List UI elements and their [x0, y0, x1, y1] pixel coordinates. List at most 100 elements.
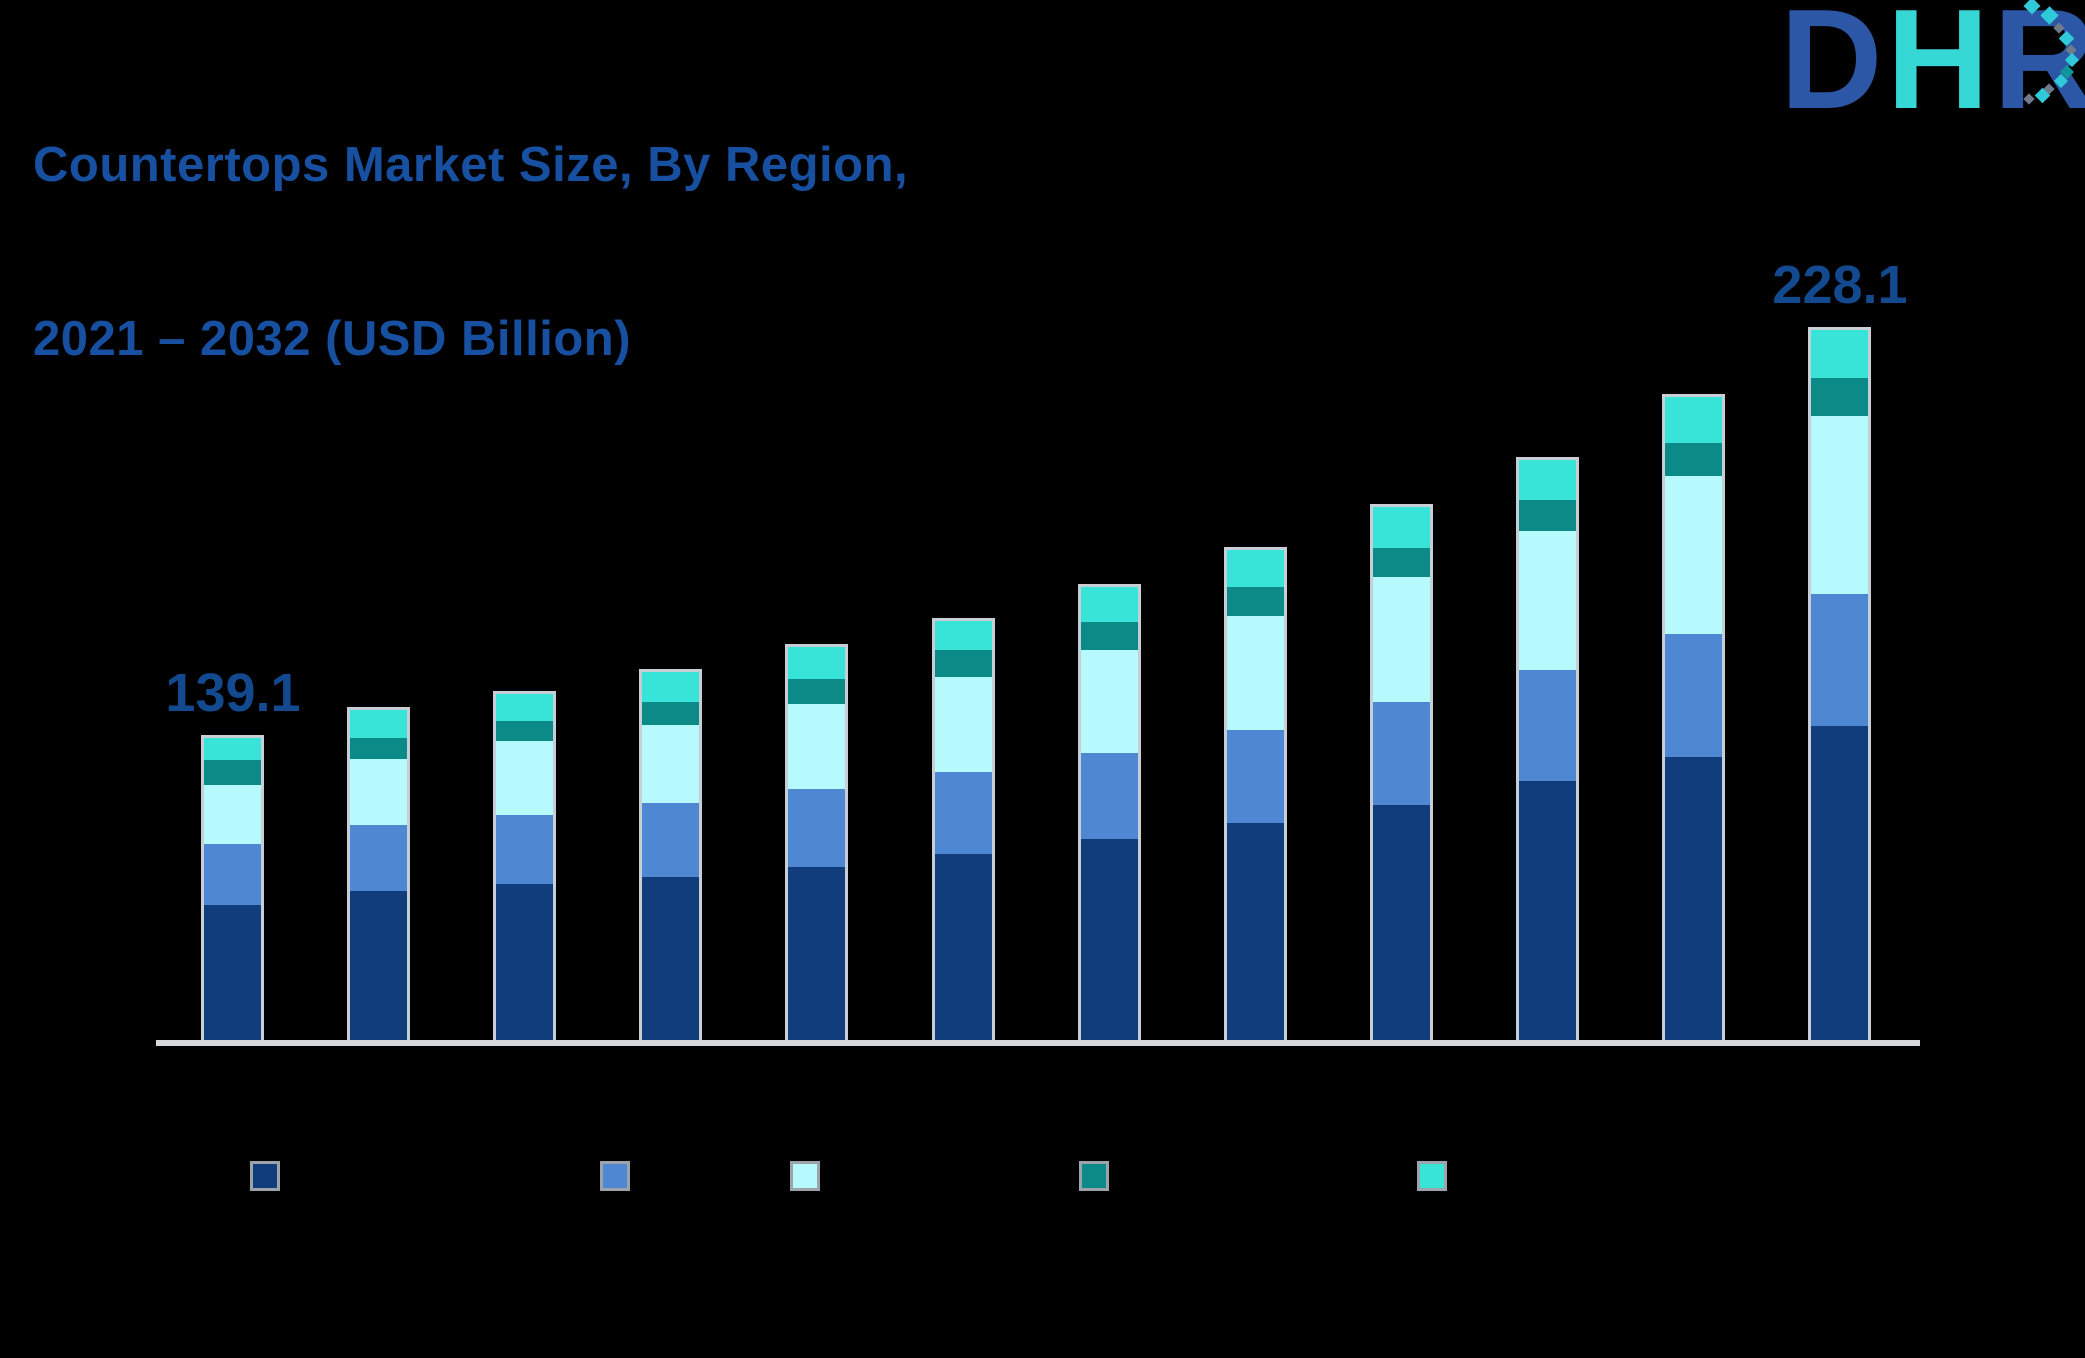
bar-2028: [1224, 547, 1287, 1040]
legend-swatch-europe: [600, 1161, 630, 1191]
bar-segment-2022-europe: [350, 825, 407, 891]
bar-segment-2032-asia-pacific: [1811, 416, 1868, 594]
bar-segment-2025-asia-pacific: [788, 703, 845, 789]
bar-segment-2029-middle-east-africa: [1373, 507, 1430, 548]
bar-segment-2031-europe: [1665, 634, 1722, 757]
bar-segment-2028-europe: [1227, 730, 1284, 824]
bar-segment-2032-north-america: [1811, 726, 1868, 1040]
x-axis-line: [156, 1040, 1920, 1046]
x-tick-label-2026: 2026: [930, 1058, 997, 1091]
bar-segment-2021-latin-america: [204, 759, 261, 785]
bar-segment-2027-north-america: [1081, 838, 1138, 1040]
x-tick-label-2022: 2022: [345, 1058, 412, 1091]
bar-value-label-2032: 228.1: [1772, 255, 1908, 315]
bar-segment-2030-latin-america: [1519, 499, 1576, 532]
bar-segment-2032-europe: [1811, 593, 1868, 727]
bar-2024: [639, 669, 702, 1040]
bar-segment-2029-asia-pacific: [1373, 577, 1430, 702]
legend-swatch-latin-america: [1079, 1161, 1109, 1191]
bar-segment-2021-north-america: [204, 905, 261, 1041]
bar-segment-2026-north-america: [935, 853, 992, 1040]
bar-segment-2024-europe: [642, 803, 699, 877]
bar-segment-2025-middle-east-africa: [788, 647, 845, 679]
bar-segment-2023-asia-pacific: [496, 741, 553, 816]
legend-label-europe: Europe: [644, 1159, 755, 1195]
legend-label-latin-america: Latin America: [1123, 1159, 1334, 1195]
bar-segment-2030-north-america: [1519, 781, 1576, 1040]
bar-segment-2024-latin-america: [642, 702, 699, 726]
bar-segment-2030-europe: [1519, 670, 1576, 782]
bar-segment-2030-middle-east-africa: [1519, 460, 1576, 500]
bar-2032: [1808, 327, 1871, 1040]
bar-segment-2028-north-america: [1227, 823, 1284, 1040]
bar-segment-2023-europe: [496, 815, 553, 885]
bar-2030: [1516, 457, 1579, 1040]
bar-segment-2025-latin-america: [788, 678, 845, 704]
bar-segment-2027-latin-america: [1081, 622, 1138, 651]
bar-2026: [932, 618, 995, 1040]
bar-segment-2029-latin-america: [1373, 547, 1430, 578]
bar-segment-2024-asia-pacific: [642, 725, 699, 804]
logo-letter-h: H: [1886, 0, 1994, 139]
bar-2023: [493, 691, 556, 1040]
bar-segment-2022-middle-east-africa: [350, 710, 407, 739]
x-tick-label-2024: 2024: [637, 1058, 704, 1091]
x-tick-label-2029: 2029: [1368, 1058, 1435, 1091]
x-tick-label-2032: 2032: [1806, 1058, 1873, 1091]
bar-2031: [1662, 394, 1725, 1040]
legend-swatch-north-america: [250, 1161, 280, 1191]
x-tick-label-2023: 2023: [491, 1058, 558, 1091]
x-tick-label-2030: 2030: [1514, 1058, 1581, 1091]
bar-segment-2029-north-america: [1373, 805, 1430, 1040]
bar-segment-2023-middle-east-africa: [496, 694, 553, 721]
x-tick-label-2021: 2021: [199, 1058, 266, 1091]
chart-title-line2: 2021 – 2032 (USD Billion): [33, 312, 632, 366]
bar-segment-2027-europe: [1081, 753, 1138, 839]
bar-segment-2027-asia-pacific: [1081, 650, 1138, 754]
dhr-logo-text: DHR: [1780, 0, 2085, 140]
legend-swatch-middle-east-africa: [1417, 1161, 1447, 1191]
bar-segment-2030-asia-pacific: [1519, 531, 1576, 671]
bar-2027: [1078, 584, 1141, 1040]
bar-segment-2026-asia-pacific: [935, 676, 992, 772]
bar-segment-2032-middle-east-africa: [1811, 330, 1868, 379]
bar-segment-2029-europe: [1373, 701, 1430, 806]
bar-segment-2027-middle-east-africa: [1081, 587, 1138, 622]
bar-segment-2026-europe: [935, 771, 992, 854]
bar-segment-2031-asia-pacific: [1665, 476, 1722, 635]
bar-segment-2028-asia-pacific: [1227, 615, 1284, 731]
bar-segment-2031-latin-america: [1665, 443, 1722, 477]
bar-segment-2028-middle-east-africa: [1227, 550, 1284, 587]
bar-segment-2022-latin-america: [350, 738, 407, 760]
bar-2029: [1370, 504, 1433, 1040]
bar-segment-2028-latin-america: [1227, 586, 1284, 616]
bar-2022: [347, 707, 410, 1040]
legend-swatch-asia-pacific: [790, 1161, 820, 1191]
bar-segment-2031-middle-east-africa: [1665, 397, 1722, 444]
bar-segment-2024-north-america: [642, 876, 699, 1040]
bar-2021: [201, 735, 264, 1041]
bar-segment-2021-middle-east-africa: [204, 738, 261, 760]
bar-segment-2022-north-america: [350, 890, 407, 1040]
bar-segment-2022-asia-pacific: [350, 759, 407, 826]
bar-2025: [785, 644, 848, 1040]
x-tick-label-2028: 2028: [1222, 1058, 1289, 1091]
bar-segment-2025-north-america: [788, 867, 845, 1040]
bar-segment-2021-asia-pacific: [204, 784, 261, 844]
dhr-logo: DHR: [1780, 0, 2085, 146]
bar-segment-2023-latin-america: [496, 720, 553, 742]
bar-segment-2025-europe: [788, 788, 845, 868]
bar-segment-2026-middle-east-africa: [935, 621, 992, 651]
bar-segment-2031-north-america: [1665, 756, 1722, 1040]
legend-label-north-america: North America: [294, 1159, 514, 1195]
x-tick-label-2031: 2031: [1660, 1058, 1727, 1091]
page-title: Countertops Market Size, By Region, 2021…: [33, 20, 908, 484]
bar-segment-2024-middle-east-africa: [642, 672, 699, 702]
logo-letter-d: D: [1780, 0, 1887, 139]
chart-title-line1: Countertops Market Size, By Region,: [33, 138, 909, 192]
x-tick-label-2025: 2025: [783, 1058, 850, 1091]
bar-segment-2032-latin-america: [1811, 378, 1868, 417]
bar-value-label-2021: 139.1: [165, 663, 301, 723]
legend-label-middle-east-africa: Middle East & Africa: [1461, 1159, 1770, 1195]
